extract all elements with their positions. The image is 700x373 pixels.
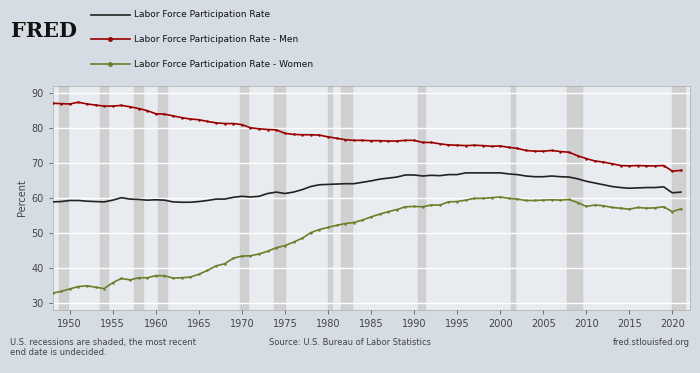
Text: Source: U.S. Bureau of Labor Statistics: Source: U.S. Bureau of Labor Statistics [269,338,431,347]
Text: fred.stlouisfed.org: fred.stlouisfed.org [612,338,690,347]
Bar [328,86,332,310]
Y-axis label: Percent: Percent [17,179,27,216]
Bar [59,86,68,310]
Text: U.S. recessions are shaded, the most recent
end date is undecided.: U.S. recessions are shaded, the most rec… [10,338,197,357]
Bar [341,86,351,310]
Text: FRED: FRED [10,21,76,41]
Text: Labor Force Participation Rate - Men: Labor Force Participation Rate - Men [134,35,299,44]
Bar [419,86,425,310]
Bar [134,86,143,310]
Bar [672,86,685,310]
Bar [511,86,515,310]
Bar [100,86,108,310]
Text: Labor Force Participation Rate: Labor Force Participation Rate [134,10,270,19]
Bar [274,86,285,310]
Bar [567,86,582,310]
Bar [239,86,248,310]
Text: Labor Force Participation Rate - Women: Labor Force Participation Rate - Women [134,60,314,69]
Bar [158,86,167,310]
